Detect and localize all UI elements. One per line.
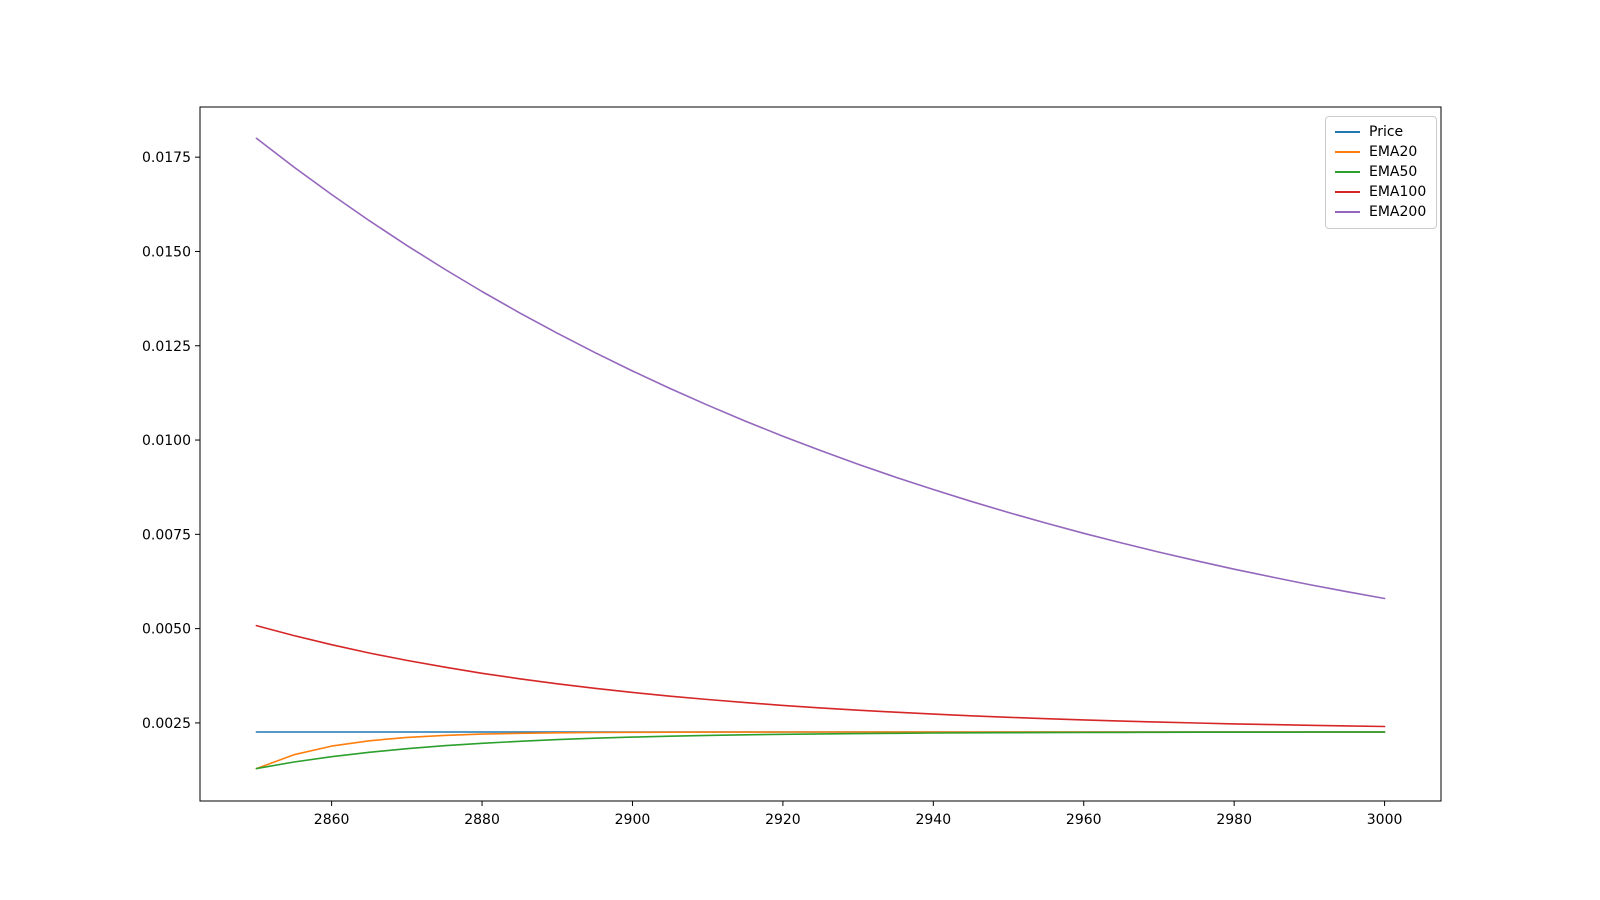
legend-entry-ema200: EMA200 [1335,202,1426,222]
x-tick-label: 2880 [464,812,500,828]
legend-entry-ema20: EMA20 [1335,142,1426,162]
legend-line-swatch [1335,131,1360,133]
x-tick-label: 2940 [915,812,951,828]
legend-entry-ema50: EMA50 [1335,162,1426,182]
legend-entry-price: Price [1335,122,1426,142]
legend-line-swatch [1335,211,1360,213]
legend-label: EMA200 [1369,204,1427,220]
legend-label: EMA100 [1369,184,1427,200]
series-line-ema20 [255,731,1386,770]
x-tick-label: 2960 [1066,812,1102,828]
x-tick-label: 2980 [1216,812,1252,828]
legend-line-swatch [1335,171,1360,173]
legend-entry-ema100: EMA100 [1335,182,1426,202]
legend: Price EMA20 EMA50 EMA100 EMA200 [1325,116,1438,229]
x-tick-label: 2860 [314,812,350,828]
legend-line-swatch [1335,151,1360,153]
series-line-ema200 [255,137,1386,600]
legend-label: EMA20 [1369,144,1418,160]
x-tick-label: 3000 [1367,812,1403,828]
y-tick-label: 0.0100 [142,433,191,449]
y-tick-label: 0.0125 [142,339,191,355]
x-tick-label: 2900 [615,812,651,828]
legend-label: Price [1369,124,1404,140]
y-tick-label: 0.0175 [142,150,191,166]
legend-label: EMA50 [1369,164,1418,180]
plot-border [199,106,1442,802]
y-tick-label: 0.0075 [142,527,191,543]
y-tick-label: 0.0025 [142,716,191,732]
y-tick-label: 0.0150 [142,244,191,260]
y-tick-label: 0.0050 [142,622,191,638]
series-line-ema100 [255,624,1386,728]
legend-line-swatch [1335,191,1360,193]
series-line-ema50 [255,731,1386,770]
x-tick-label: 2920 [765,812,801,828]
